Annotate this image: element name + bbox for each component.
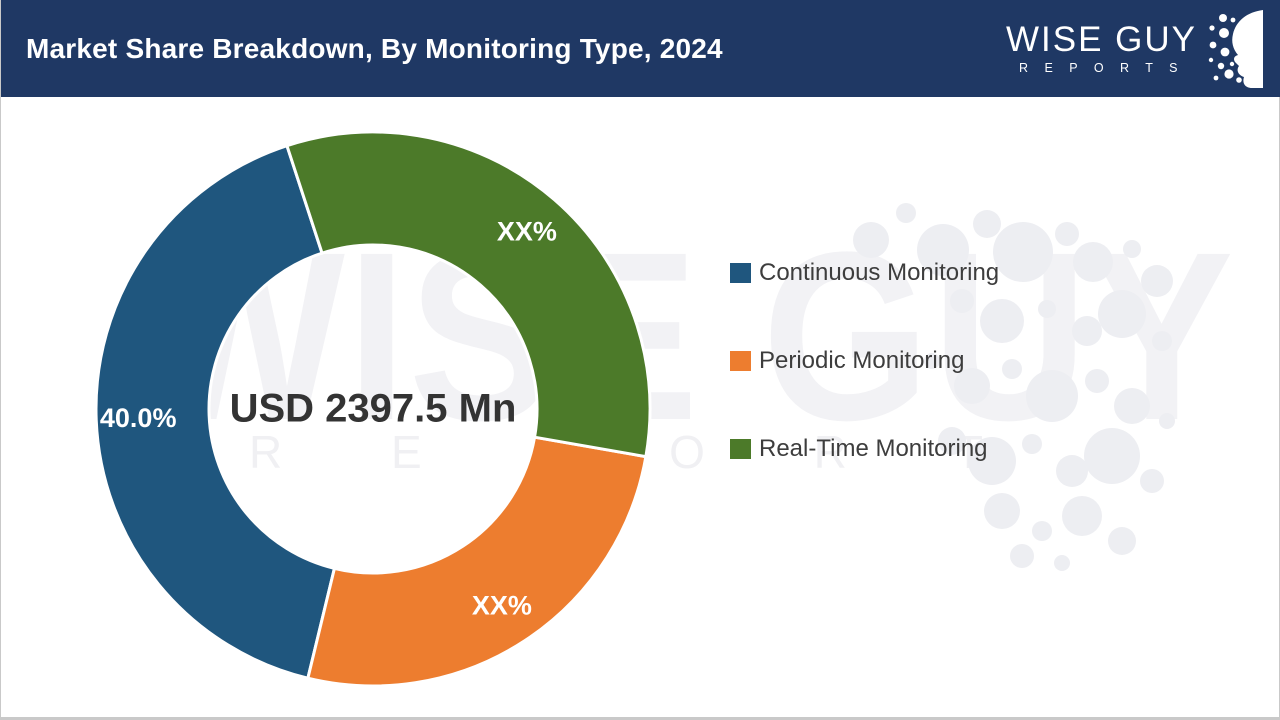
wiseguy-logo: WISE GUY R E P O R T S [1006,8,1263,90]
legend-swatch-realtime [730,439,751,459]
slice-percentage-label: XX% [472,591,532,621]
bottom-divider [1,717,1279,719]
legend-item-periodic: Periodic Monitoring [730,347,999,374]
legend-label: Real-Time Monitoring [759,435,988,462]
legend-item-continuous: Continuous Monitoring [730,259,1000,286]
donut-slice [285,130,652,459]
legend-label: Periodic Monitoring [759,347,965,374]
legend-swatch-periodic [730,351,751,371]
chart-legend: Continuous Monitoring Periodic Monitorin… [730,259,1000,462]
logo-subtitle: R E P O R T S [1018,61,1185,76]
donut-center-value: USD 2397.5 Mn [229,386,517,431]
header-bar: Market Share Breakdown, By Monitoring Ty… [1,0,1280,97]
donut-slice [306,435,648,688]
slice-percentage-label: 40.0% [100,403,177,433]
legend-label: Continuous Monitoring [759,259,1000,286]
logo-face-icon [1208,9,1263,88]
donut-slice [94,144,336,680]
logo-wordmark: WISE GUY [1005,20,1197,60]
page-title: Market Share Breakdown, By Monitoring Ty… [26,32,723,64]
slice-percentage-label: XX% [497,216,557,246]
legend-item-realtime: Real-Time Monitoring [730,435,999,462]
legend-swatch-continuous [730,263,751,283]
